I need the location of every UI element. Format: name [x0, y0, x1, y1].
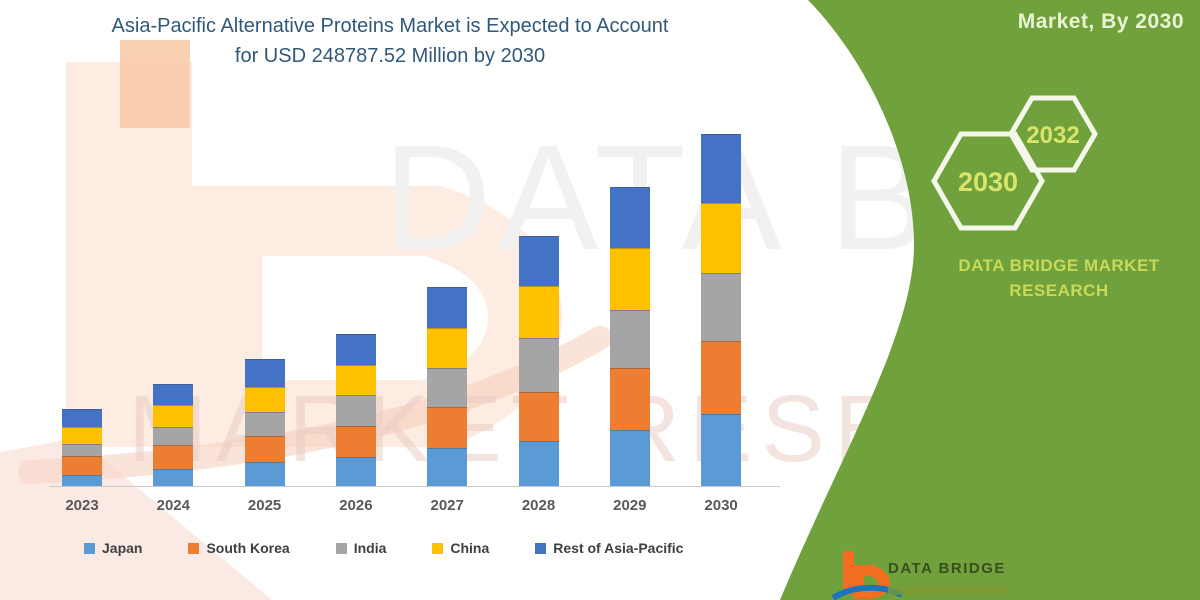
legend-label: India — [353, 540, 387, 556]
legend-swatch-icon — [535, 542, 547, 554]
bar-segment-2028-japan — [518, 441, 559, 486]
x-axis-label-2026: 2026 — [339, 497, 373, 514]
bar-segment-2024-india — [153, 427, 194, 445]
bar-segment-2025-south-korea — [244, 435, 285, 462]
bar-segment-2030-japan — [701, 413, 742, 486]
hexagon-2030-outline — [931, 131, 1045, 231]
bar-segment-2027-south-korea — [427, 406, 468, 448]
bar-segment-2023-india — [62, 443, 102, 456]
bar-segment-2026-japan — [335, 456, 376, 486]
hexagon-2032-label: 2032 — [1026, 122, 1079, 149]
bar-segment-2025-india — [244, 411, 285, 436]
bar-segment-2024-japan — [153, 469, 194, 486]
bar-segment-2029-china — [609, 248, 650, 310]
x-axis-line — [50, 486, 780, 487]
footer-logo-b-stem-icon — [843, 551, 854, 595]
bar-segment-2030-south-korea — [701, 340, 742, 414]
bar-segment-2026-china — [335, 365, 376, 395]
bar-segment-2023-japan — [62, 474, 102, 486]
bar-segment-2024-rest-of-asia-pacific — [153, 384, 194, 406]
bar-segment-2025-china — [244, 386, 285, 412]
x-axis-label-2025: 2025 — [247, 497, 282, 514]
sidebar-brand: DATA BRIDGE MARKET RESEARCH — [928, 254, 1190, 303]
bar-segment-2028-south-korea — [518, 392, 559, 441]
bar-segment-2026-rest-of-asia-pacific — [335, 334, 376, 366]
x-axis-label-2024: 2024 — [156, 497, 190, 514]
sidebar-brand-line2: RESEARCH — [1009, 280, 1109, 300]
chart-title-line2: for USD 248787.52 Million by 2030 — [234, 45, 546, 67]
legend-swatch-icon — [335, 542, 347, 554]
x-axis-label-2027: 2027 — [430, 497, 464, 514]
bar-segment-2029-south-korea — [609, 368, 650, 430]
bar-segment-2030-china — [701, 202, 742, 273]
hexagon-2032-outline — [1008, 95, 1098, 173]
bar-segment-2029-japan — [609, 429, 650, 486]
legend-label: South Korea — [206, 540, 290, 556]
bar-segment-2029-rest-of-asia-pacific — [609, 187, 650, 248]
bar-segment-2028-china — [518, 285, 559, 338]
sidebar-brand-line1: DATA BRIDGE MARKET — [958, 256, 1160, 275]
watermark-accent-rect — [120, 40, 190, 128]
legend-item-rest-of-asia-pacific: Rest of Asia-Pacific — [535, 540, 683, 556]
x-axis-label-2023: 2023 — [65, 497, 99, 514]
bar-segment-2023-south-korea — [62, 456, 102, 475]
bar-segment-2028-rest-of-asia-pacific — [518, 235, 559, 286]
x-axis-label-2028: 2028 — [521, 497, 556, 514]
hexagon-2030-label: 2030 — [958, 167, 1018, 197]
bar-segment-2027-china — [427, 327, 468, 368]
footer-logo-text: DATA BRIDGE — [888, 560, 1006, 577]
legend-item-japan: Japan — [84, 540, 142, 556]
bar-segment-2030-india — [701, 272, 742, 341]
legend-swatch-icon — [188, 542, 200, 554]
legend-label: Rest of Asia-Pacific — [553, 540, 684, 556]
bar-segment-2023-rest-of-asia-pacific — [62, 409, 102, 427]
legend-label: China — [450, 540, 490, 556]
legend-item-south-korea: South Korea — [188, 540, 290, 556]
bar-segment-2025-japan — [244, 461, 285, 486]
bar-segment-2025-rest-of-asia-pacific — [244, 358, 285, 387]
bar-segment-2026-south-korea — [335, 426, 376, 457]
bar-segment-2027-japan — [427, 447, 468, 486]
footer-logo-underline — [888, 586, 1010, 595]
bar-segment-2026-india — [335, 395, 376, 426]
bar-segment-2027-rest-of-asia-pacific — [427, 286, 468, 328]
legend-item-china: China — [432, 540, 489, 556]
sidebar-caption: Market, By 2030 — [1017, 10, 1184, 33]
bar-segment-2024-south-korea — [153, 444, 194, 470]
x-axis-label-2030: 2030 — [704, 497, 738, 514]
bar-segment-2029-india — [609, 309, 650, 368]
bar-segment-2027-india — [427, 367, 468, 407]
green-sidebar-shape — [780, 0, 1200, 600]
legend-swatch-icon — [84, 542, 95, 554]
bar-segment-2023-china — [62, 427, 102, 444]
legend-swatch-icon — [432, 542, 444, 554]
chart-title: Asia-Pacific Alternative Proteins Market… — [0, 11, 780, 71]
legend-item-india: India — [335, 540, 387, 556]
x-axis-label-2029: 2029 — [613, 497, 647, 514]
bar-segment-2030-rest-of-asia-pacific — [701, 134, 742, 203]
bar-segment-2028-india — [518, 338, 559, 393]
legend-label: Japan — [102, 540, 143, 556]
bar-segment-2024-china — [153, 405, 194, 427]
chart-legend: Japan South Korea India China Rest of Asia-P… — [84, 540, 683, 556]
chart-title-line1: Asia-Pacific Alternative Proteins Market… — [111, 15, 669, 37]
